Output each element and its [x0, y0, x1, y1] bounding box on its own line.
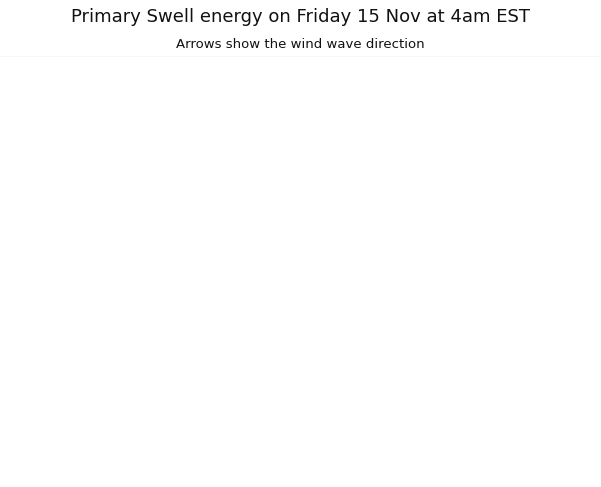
Text: Arrows show the wind wave direction: Arrows show the wind wave direction — [176, 38, 425, 51]
Text: Primary Swell energy on Friday 15 Nov at 4am EST: Primary Swell energy on Friday 15 Nov at… — [71, 8, 530, 26]
Text: cartopy required: cartopy required — [219, 262, 382, 282]
